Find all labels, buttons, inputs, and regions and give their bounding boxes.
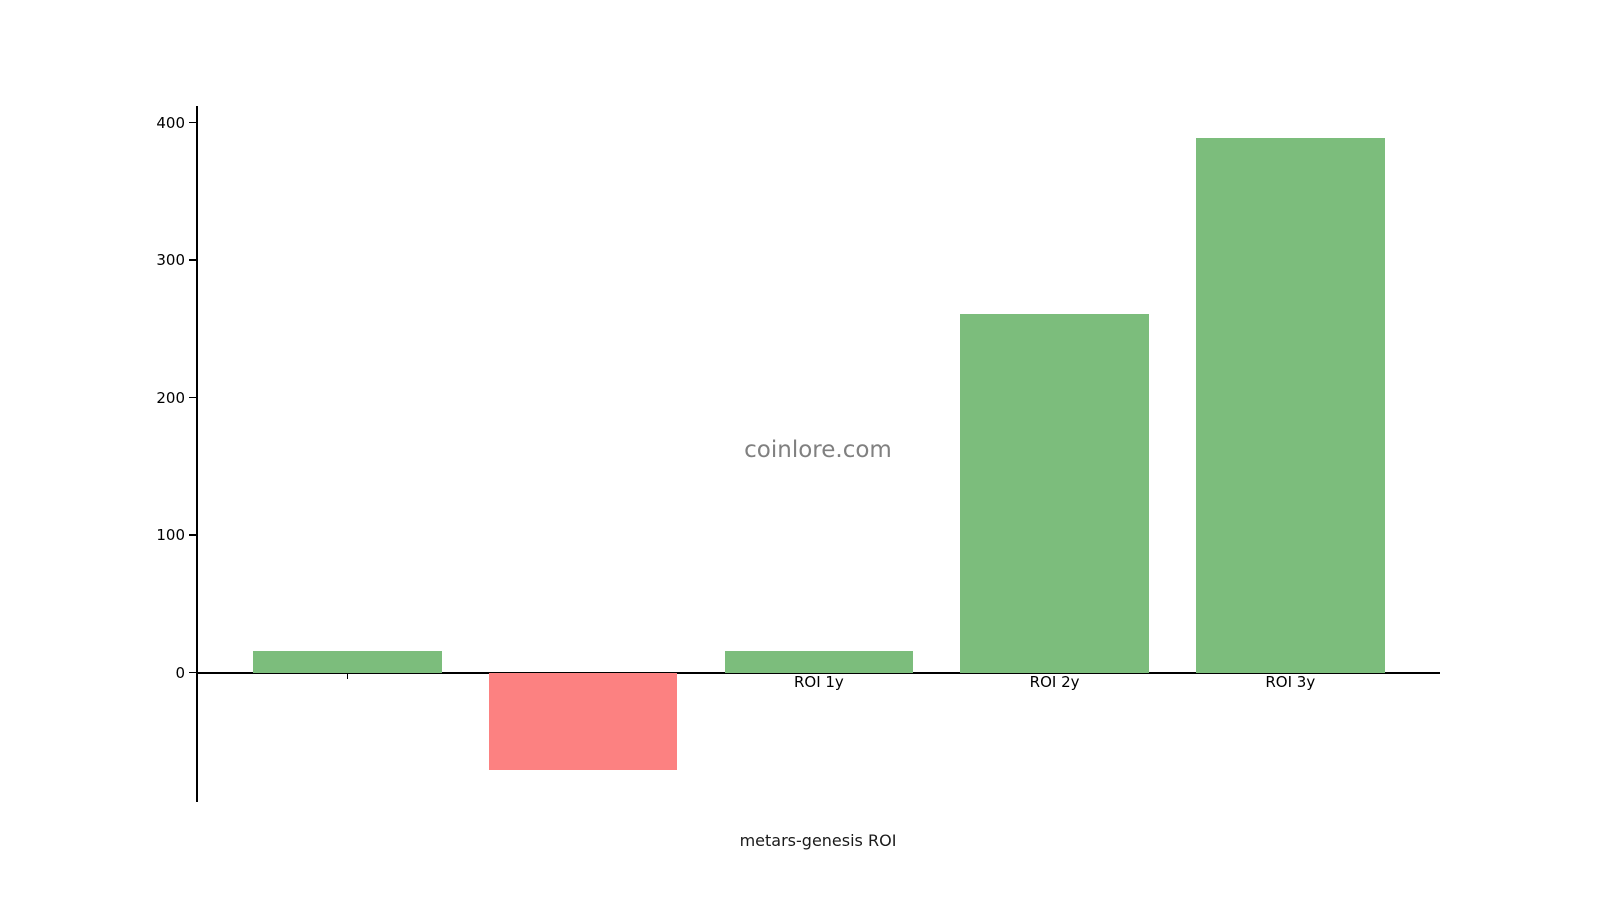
x-tick-label: ROI 1y bbox=[793, 673, 844, 691]
y-axis-line bbox=[196, 106, 198, 802]
y-tick-label: 100 bbox=[156, 526, 185, 544]
bar-category-1 bbox=[253, 650, 442, 673]
y-tick-mark bbox=[189, 259, 196, 261]
y-tick-mark bbox=[189, 671, 196, 674]
x-tick-label: ROI 3y bbox=[1265, 673, 1316, 691]
chart-title: metars-genesis ROI bbox=[739, 831, 897, 850]
x-tick-label: ROI 2y bbox=[1029, 673, 1080, 691]
bar-roi-2y bbox=[960, 313, 1149, 673]
y-tick-label: 0 bbox=[175, 663, 185, 682]
y-tick-label: 200 bbox=[156, 388, 185, 407]
y-tick-label: 300 bbox=[156, 251, 185, 269]
bar-roi-1y bbox=[724, 650, 914, 673]
bar-roi-3y bbox=[1196, 137, 1385, 673]
y-tick-mark bbox=[189, 121, 196, 124]
x-axis-line bbox=[196, 672, 1440, 674]
y-tick-mark bbox=[189, 396, 196, 399]
x-tick-mark bbox=[346, 673, 349, 679]
y-tick-mark bbox=[189, 534, 196, 536]
y-tick-label: 400 bbox=[156, 113, 185, 132]
coinlore-watermark: coinlore.com bbox=[744, 437, 892, 463]
bar-category-2 bbox=[488, 672, 678, 771]
